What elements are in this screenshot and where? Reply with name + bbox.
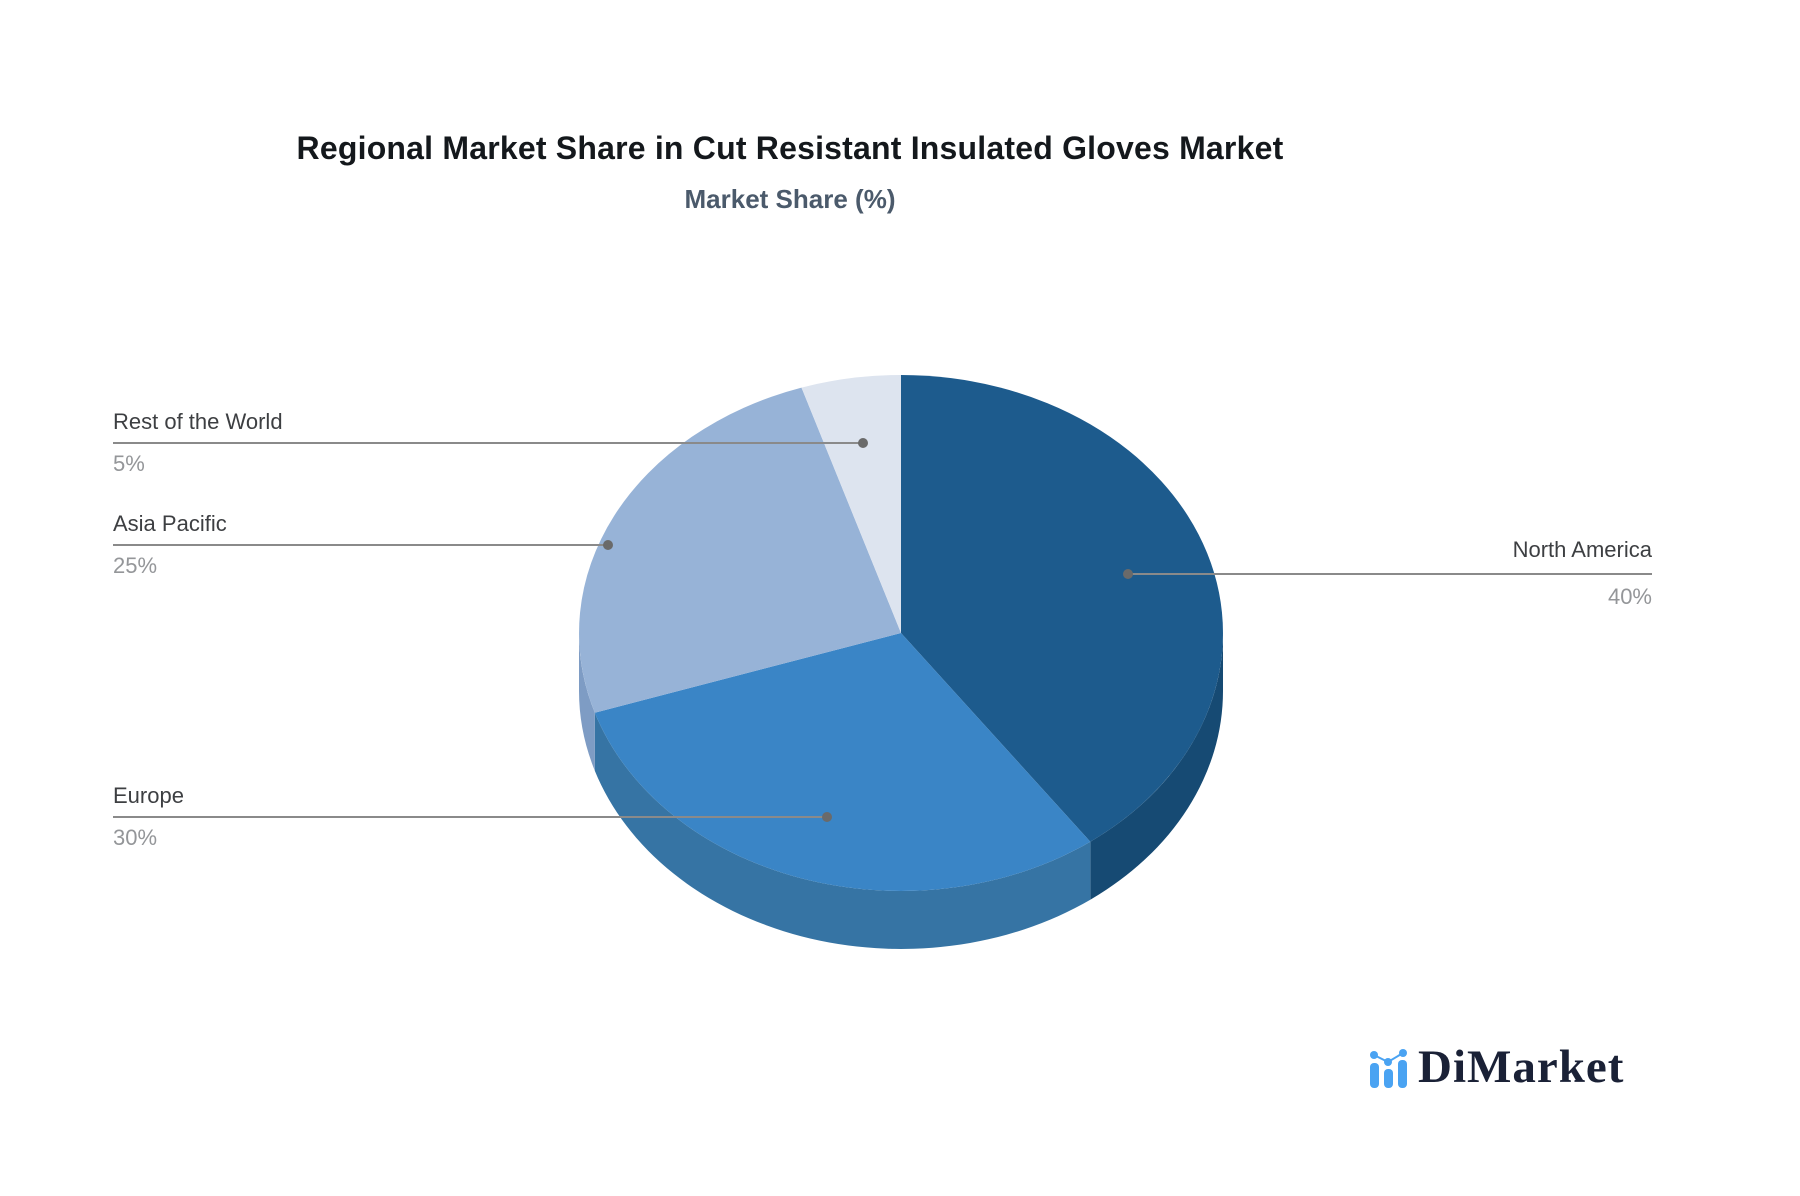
leader-dot-rest-of-the-world [858,438,868,448]
pie-slice-side-asia-pacific [579,633,595,771]
callout-label-north-america: North America [1512,537,1652,562]
dimarket-logo: DiMarket [1368,1040,1625,1093]
chart-subtitle: Market Share (%) [684,184,896,214]
callout-value-asia-pacific: 25% [113,553,158,578]
leader-dot-north-america [1123,569,1133,579]
pie-slice-north-america [901,375,1223,842]
pie-slices [579,374,1223,891]
pie-slice-side-north-america [1090,633,1223,900]
callout-value-rest-of-the-world: 5% [113,451,145,476]
pie-slice-asia-pacific [579,387,901,713]
leader-dot-europe [822,812,832,822]
pie-slice-rest-of-the-world [801,374,901,633]
mini-bar-chart-logo-icon [1370,1049,1407,1088]
callout-label-europe: Europe [113,783,184,808]
logo-text: DiMarket [1418,1041,1625,1093]
callout-label-rest-of-the-world: Rest of the World [113,409,283,434]
pie-slice-europe [594,633,1091,891]
callout-value-europe: 30% [113,825,158,850]
callout-label-asia-pacific: Asia Pacific [113,511,227,536]
pie-slice-side-europe [594,712,1091,949]
callout-value-north-america: 40% [1607,584,1652,609]
chart-title: Regional Market Share in Cut Resistant I… [296,130,1284,166]
pie-3d-sides [579,633,1223,949]
leader-dot-asia-pacific [603,540,613,550]
leader-lines [113,438,1652,822]
